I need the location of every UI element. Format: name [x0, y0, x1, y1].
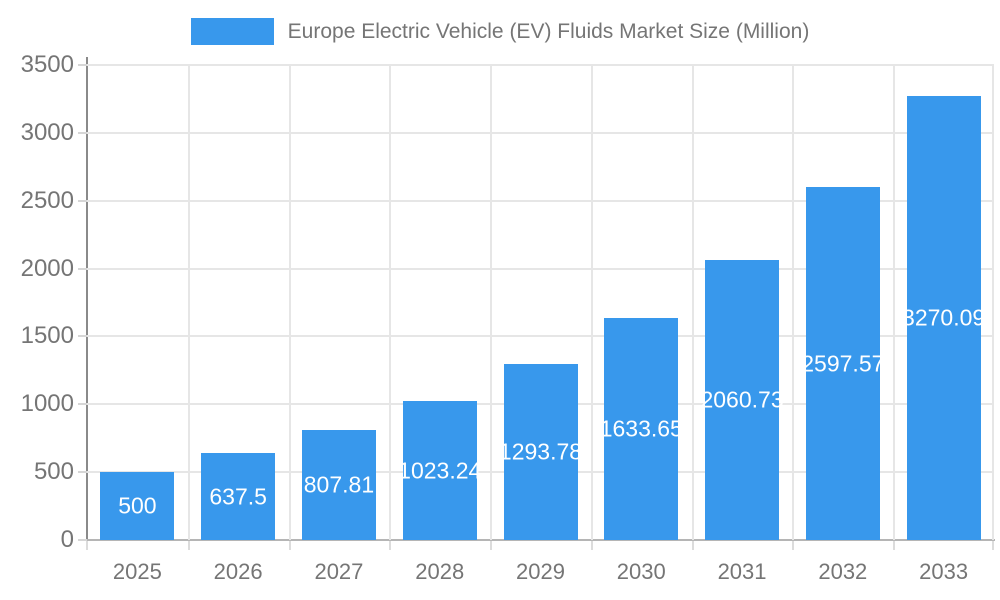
x-tick — [490, 541, 493, 550]
y-axis-label: 2000 — [20, 254, 74, 282]
bar-2027[interactable]: 807.81 — [301, 430, 376, 540]
y-gridline — [87, 199, 994, 202]
y-axis-label: 1500 — [20, 322, 74, 350]
y-axis-label: 500 — [33, 458, 74, 486]
bar-2028[interactable]: 1023.24 — [398, 401, 481, 540]
x-tick — [992, 541, 994, 550]
legend-label: Europe Electric Vehicle (EV) Fluids Mark… — [287, 19, 810, 43]
y-axis-line — [86, 57, 88, 548]
x-tick — [288, 541, 291, 550]
y-tick — [78, 403, 87, 406]
y-gridline — [87, 267, 994, 270]
y-axis-label: 2500 — [20, 186, 74, 214]
y-axis-label: 0 — [60, 526, 74, 553]
x-axis-label: 2029 — [516, 559, 565, 584]
bar-2031[interactable]: 2060.73 — [700, 260, 784, 540]
bar-value-label: 2060.73 — [700, 386, 784, 413]
x-tick — [187, 541, 190, 550]
bar-2032[interactable]: 2597.57 — [801, 187, 884, 540]
legend-swatch — [190, 18, 274, 45]
bar-value-label: 2597.57 — [801, 350, 885, 377]
bar-2030[interactable]: 1633.65 — [600, 318, 683, 540]
y-tick — [78, 131, 87, 134]
y-tick — [78, 539, 87, 541]
x-axis-label: 2027 — [314, 559, 364, 584]
y-gridline — [87, 131, 994, 134]
x-gridline — [893, 65, 896, 540]
x-tick — [86, 541, 88, 550]
x-axis-label: 2026 — [213, 559, 263, 584]
bar-value-label: 807.81 — [303, 471, 375, 498]
x-axis-label: 2033 — [919, 559, 969, 584]
x-gridline — [389, 65, 392, 540]
x-tick — [691, 541, 694, 550]
x-axis-label: 2028 — [415, 559, 465, 584]
x-axis-label: 2025 — [112, 559, 162, 584]
bar-2029[interactable]: 1293.78 — [499, 364, 582, 540]
y-axis-label: 1000 — [20, 390, 74, 418]
bar-value-label: 1293.78 — [498, 438, 583, 465]
y-tick — [78, 471, 87, 474]
bar-value-label: 1023.24 — [398, 457, 482, 484]
bar-2025[interactable]: 500 — [100, 472, 175, 540]
x-tick — [792, 541, 795, 550]
x-tick — [893, 541, 896, 550]
x-gridline — [691, 65, 694, 540]
x-axis-label: 2031 — [717, 559, 767, 584]
y-axis-label: 3500 — [20, 51, 74, 78]
y-axis-label: 3000 — [20, 118, 74, 146]
x-gridline — [992, 65, 994, 540]
legend[interactable]: Europe Electric Vehicle (EV) Fluids Mark… — [0, 18, 1000, 45]
x-axis-label: 2032 — [818, 559, 868, 584]
x-tick — [590, 541, 593, 550]
y-tick — [78, 335, 87, 338]
y-tick — [78, 64, 87, 66]
y-gridline — [87, 335, 994, 338]
x-gridline — [288, 65, 291, 540]
bar-value-label: 500 — [118, 492, 157, 519]
x-tick — [389, 541, 392, 550]
bar-2033[interactable]: 3270.09 — [902, 96, 985, 540]
x-axis-label: 2030 — [616, 559, 666, 584]
bar-value-label: 1633.65 — [599, 415, 683, 442]
bar-value-label: 637.5 — [209, 483, 267, 510]
y-gridline — [87, 64, 994, 66]
x-axis-line — [86, 539, 995, 541]
x-gridline — [792, 65, 795, 540]
x-gridline — [187, 65, 190, 540]
bar-2026[interactable]: 637.5 — [201, 453, 276, 540]
y-tick — [78, 267, 87, 270]
plot-area: 500 637.5 807.81 1023.24 1293.78 1633.65 2060.… — [87, 64, 994, 540]
y-tick — [78, 199, 87, 202]
bar-value-label: 3270.09 — [902, 304, 986, 331]
x-gridline — [590, 65, 593, 540]
x-gridline — [490, 65, 493, 540]
